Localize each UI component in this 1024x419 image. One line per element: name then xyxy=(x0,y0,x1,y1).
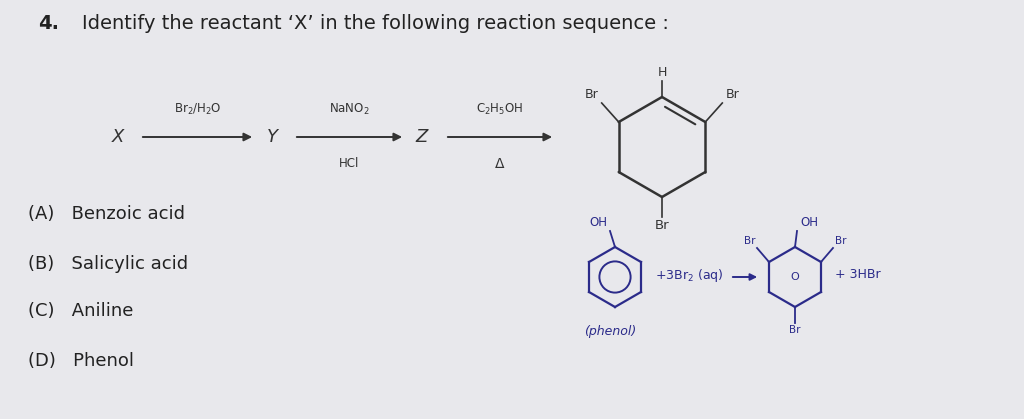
Text: + 3HBr: + 3HBr xyxy=(835,269,881,282)
Text: Br$_2$/H$_2$O: Br$_2$/H$_2$O xyxy=(174,102,221,117)
Text: X: X xyxy=(112,128,124,146)
Text: (phenol): (phenol) xyxy=(584,325,636,338)
Text: Br: Br xyxy=(743,236,755,246)
Text: Br: Br xyxy=(790,325,801,335)
Text: OH: OH xyxy=(800,216,818,229)
Text: Br: Br xyxy=(654,219,670,232)
Text: HCl: HCl xyxy=(339,157,359,170)
Text: OH: OH xyxy=(589,216,607,229)
Text: (D)   Phenol: (D) Phenol xyxy=(28,352,134,370)
Text: Identify the reactant ‘X’ in the following reaction sequence :: Identify the reactant ‘X’ in the followi… xyxy=(82,14,669,33)
Text: Z: Z xyxy=(416,128,428,146)
Text: H: H xyxy=(657,66,667,79)
Text: (C)   Aniline: (C) Aniline xyxy=(28,302,133,320)
Text: Δ: Δ xyxy=(496,157,505,171)
Text: Y: Y xyxy=(266,128,278,146)
Text: (A)   Benzoic acid: (A) Benzoic acid xyxy=(28,205,185,223)
Text: Br: Br xyxy=(725,88,739,101)
Text: Br: Br xyxy=(585,88,599,101)
Text: (B)   Salicylic acid: (B) Salicylic acid xyxy=(28,255,188,273)
Text: O: O xyxy=(791,272,800,282)
Text: C$_2$H$_5$OH: C$_2$H$_5$OH xyxy=(476,102,523,117)
Text: NaNO$_2$: NaNO$_2$ xyxy=(329,102,370,117)
Text: +3Br$_2$ (aq): +3Br$_2$ (aq) xyxy=(655,266,723,284)
Text: Br: Br xyxy=(835,236,847,246)
Text: 4.: 4. xyxy=(38,14,59,33)
